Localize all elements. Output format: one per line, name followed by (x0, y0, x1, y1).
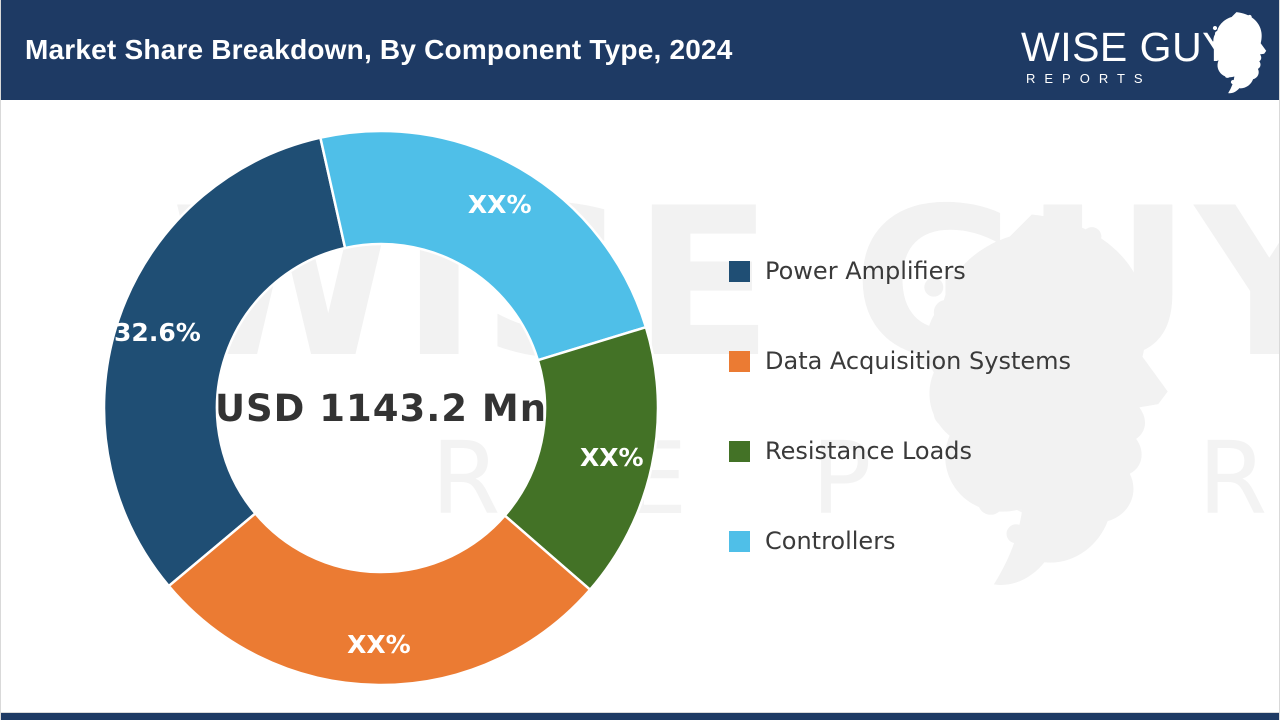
donut-center-value: USD 1143.2 Mn (215, 387, 547, 430)
legend-item: Power Amplifiers (729, 256, 1071, 286)
footer-bar (1, 713, 1279, 720)
legend-swatch-icon (729, 350, 750, 372)
chart-legend: Power Amplifiers Data Acquisition Systems… (729, 256, 1071, 616)
slice-percentage-label: XX% (580, 443, 644, 472)
legend-swatch-icon (729, 260, 750, 282)
legend-item: Controllers (729, 526, 1071, 556)
slice-percentage-label: 32.6% (114, 318, 201, 347)
legend-swatch-icon (729, 530, 750, 552)
slice-percentage-label: XX% (347, 630, 411, 659)
logo-subtitle: REPORTS (1026, 71, 1152, 86)
legend-item: Data Acquisition Systems (729, 346, 1071, 376)
slice-percentage-label: XX% (468, 190, 532, 219)
page-title: Market Share Breakdown, By Component Typ… (25, 34, 733, 65)
legend-label: Resistance Loads (765, 437, 973, 465)
legend-swatch-icon (729, 440, 750, 462)
logo-head-icon (1197, 10, 1269, 96)
wise-guy-reports-logo: WISE GUY REPORTS (1021, 8, 1265, 92)
legend-label: Power Amplifiers (765, 257, 966, 285)
donut-slices (102, 129, 660, 687)
donut-slice (167, 511, 592, 687)
legend-label: Data Acquisition Systems (765, 347, 1072, 375)
legend-label: Controllers (765, 527, 896, 555)
donut-slice-labels: 32.6% XX% XX% XX% (114, 190, 644, 659)
legend-item: Resistance Loads (729, 436, 1071, 466)
logo-wordmark: WISE GUY (1021, 24, 1231, 70)
donut-slice (318, 129, 648, 362)
footer-divider (1, 712, 1279, 713)
donut-slice (503, 325, 660, 592)
header-bar: Market Share Breakdown, By Component Typ… (1, 0, 1279, 100)
donut-slice (102, 136, 347, 588)
